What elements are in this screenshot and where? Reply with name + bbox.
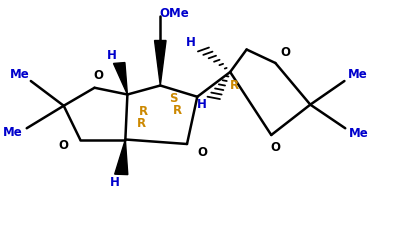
Polygon shape [113, 63, 127, 94]
Text: O: O [59, 139, 69, 152]
Text: O: O [198, 146, 208, 160]
Text: R: R [173, 104, 182, 117]
Text: O: O [94, 69, 104, 82]
Polygon shape [115, 140, 128, 175]
Polygon shape [155, 40, 166, 86]
Text: H: H [186, 36, 196, 49]
Text: Me: Me [349, 127, 369, 140]
Text: H: H [110, 176, 120, 189]
Text: S: S [169, 92, 178, 106]
Text: Me: Me [3, 126, 23, 139]
Text: Me: Me [348, 68, 367, 81]
Text: R: R [137, 117, 146, 130]
Text: O: O [281, 46, 291, 59]
Text: H: H [196, 98, 206, 111]
Text: OMe: OMe [160, 7, 189, 20]
Text: H: H [107, 49, 117, 62]
Text: O: O [270, 141, 280, 154]
Text: R: R [139, 105, 148, 118]
Text: R: R [230, 79, 239, 92]
Text: Me: Me [10, 68, 30, 81]
